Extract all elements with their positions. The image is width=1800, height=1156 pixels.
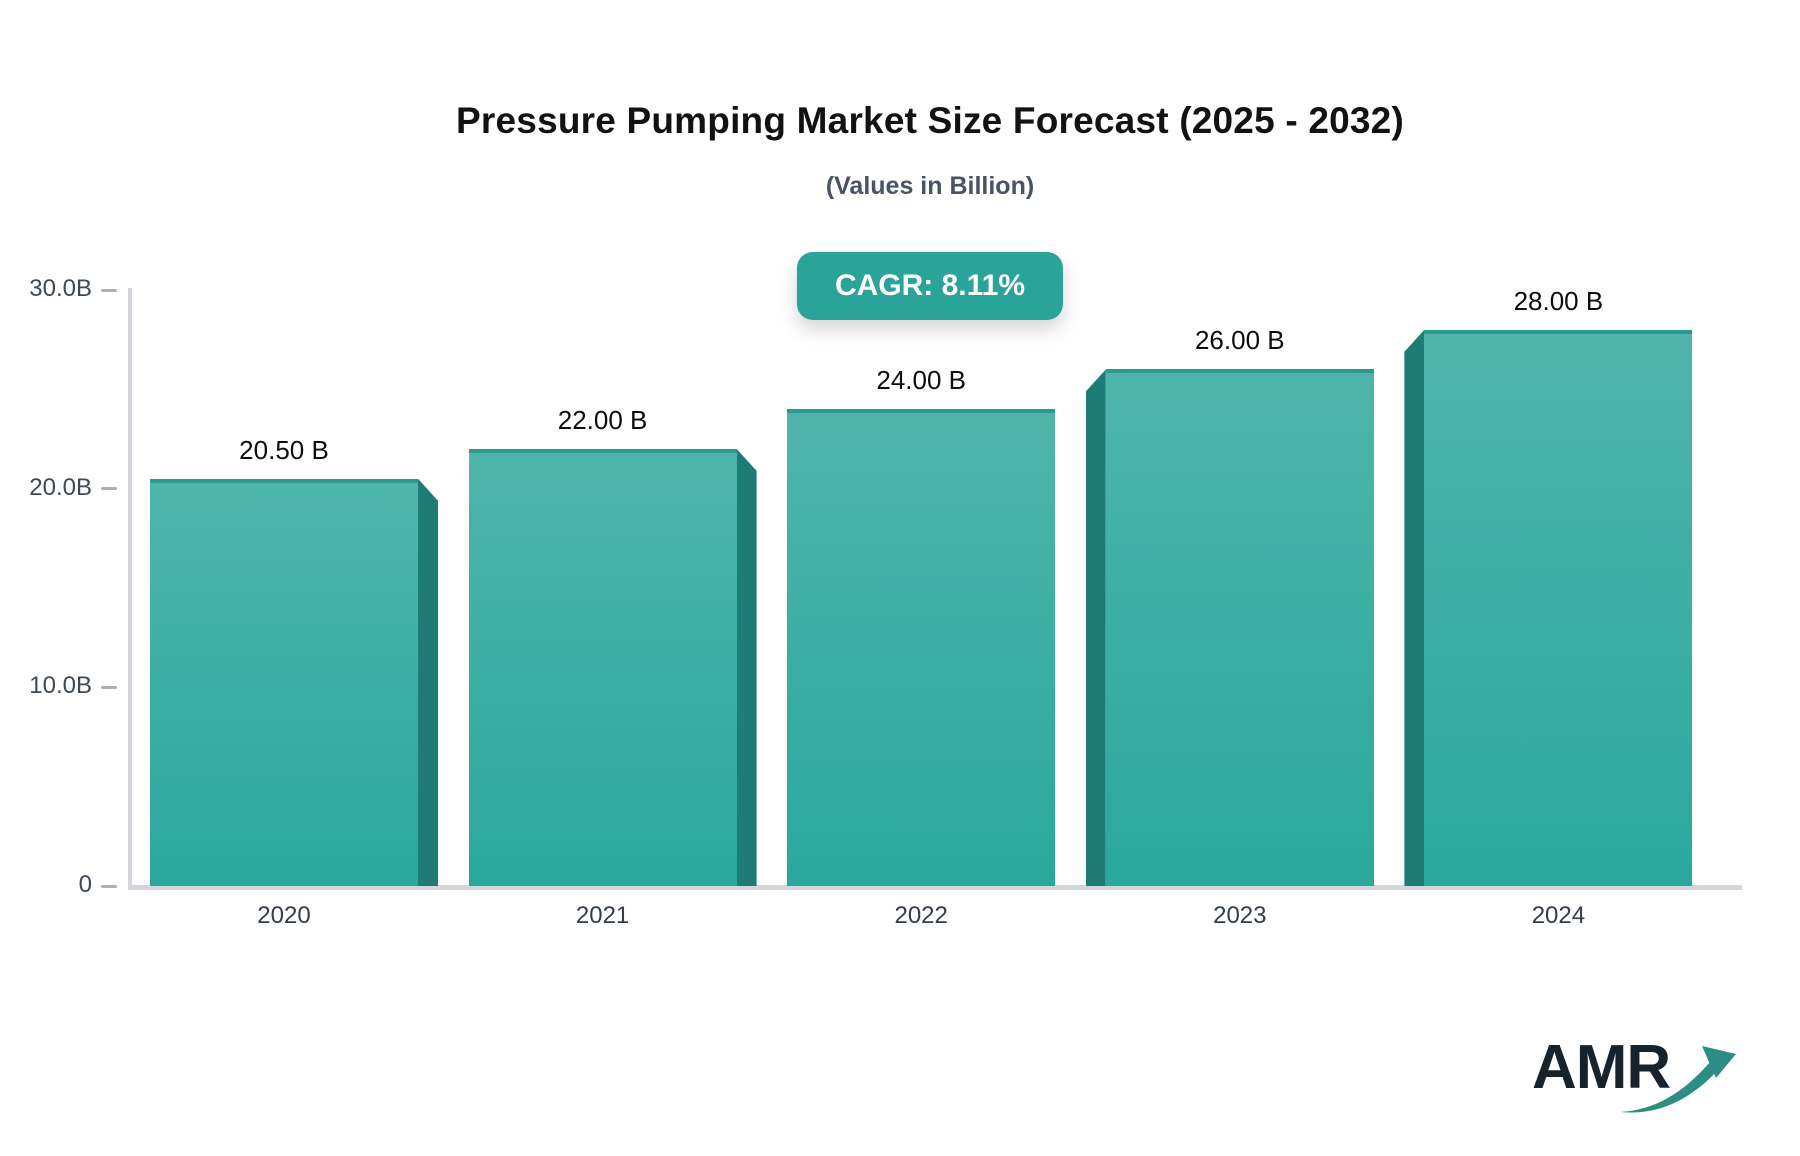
y-axis-line [128,288,132,889]
bar-side-shadow [1404,329,1425,886]
bar-value-label: 20.50 B [239,434,329,465]
x-axis-category-label: 2024 [1531,902,1586,929]
bar-value-label: 24.00 B [876,365,966,396]
bar [1105,369,1374,886]
bar [787,409,1056,886]
y-axis-tick-label: 30.0B [29,275,92,302]
bar-value-label: 22.00 B [557,404,648,435]
bar-side-shadow [418,478,438,886]
y-axis-tick-mark [101,685,117,689]
x-axis-category-label: 2021 [575,902,630,929]
chart-title: Pressure Pumping Market Size Forecast (2… [456,100,1404,141]
growth-arrow-icon [1620,1046,1736,1113]
x-axis-line [128,885,1742,890]
y-axis-tick-mark [101,487,117,491]
y-axis-tick-mark [101,884,117,888]
bar [468,448,737,886]
bar-side-shadow [736,448,757,886]
chart-subtitle: (Values in Billion) [825,172,1035,200]
bar-side-shadow [1085,369,1106,886]
x-axis-category-label: 2020 [257,902,311,929]
bar [1424,329,1693,886]
y-axis-tick-label: 0 [78,871,92,898]
cagr-badge: CAGR: 8.11% [796,252,1064,320]
amr-logo-text: AMR [1532,1033,1671,1102]
x-axis-category-label: 2023 [1213,902,1267,929]
y-axis-tick-label: 10.0B [29,672,92,700]
bar-value-label: 28.00 B [1513,285,1604,316]
bar [150,478,418,886]
y-axis-tick-mark [101,288,117,292]
amr-logo: AMR [1532,1032,1762,1122]
bar-value-label: 26.00 B [1194,325,1285,356]
x-axis-category-label: 2022 [894,902,948,929]
y-axis-tick-label: 20.0B [29,473,92,501]
